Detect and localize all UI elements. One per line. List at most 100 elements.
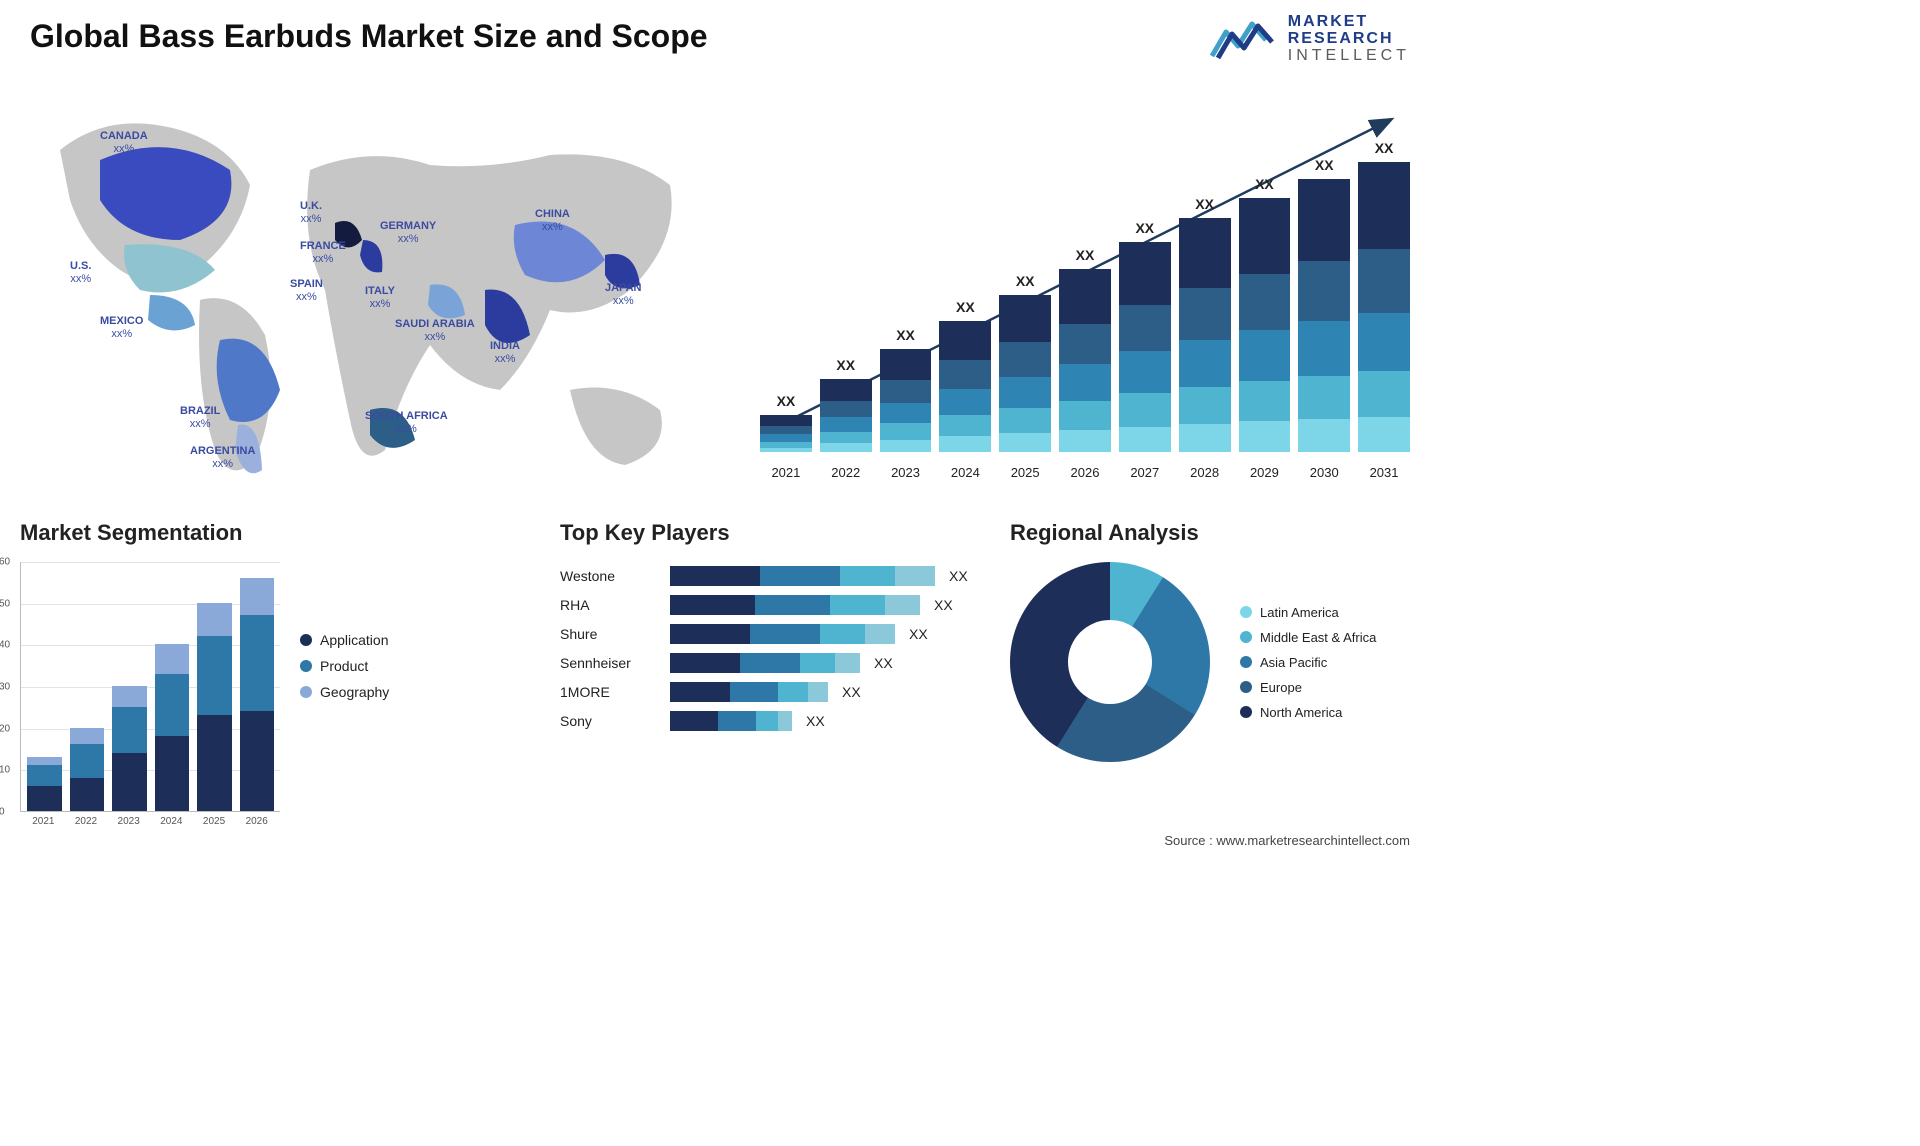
seg-legend-item: Application xyxy=(300,632,389,648)
regional-legend-item: Latin America xyxy=(1240,605,1376,620)
main-bar-2022: XX xyxy=(820,357,872,452)
main-bar-2031: XX xyxy=(1358,140,1410,452)
map-label-spain: SPAINxx% xyxy=(290,278,323,303)
main-xlabel: 2028 xyxy=(1179,465,1231,480)
kp-bar xyxy=(670,595,920,615)
logo-mark-icon xyxy=(1208,16,1278,62)
seg-xlabel: 2023 xyxy=(111,816,146,827)
map-label-u-s-: U.S.xx% xyxy=(70,260,91,285)
bar-top-label: XX xyxy=(1375,140,1394,156)
key-players-chart: Westone XX RHA XX Shure XX SennheiserXX 1MOREXX… xyxy=(560,566,990,731)
main-bar-2021: XX xyxy=(760,393,812,452)
kp-name: Sony xyxy=(560,713,670,729)
kp-bar xyxy=(670,566,935,586)
regional-heading: Regional Analysis xyxy=(1010,520,1410,546)
kp-name: RHA xyxy=(560,597,670,613)
legend-label: North America xyxy=(1260,705,1342,720)
logo-line2: RESEARCH xyxy=(1288,31,1410,48)
legend-dot-icon xyxy=(1240,631,1252,643)
bar-top-label: XX xyxy=(896,327,915,343)
segmentation-chart: 1020304050600 xyxy=(20,562,280,812)
map-label-mexico: MEXICOxx% xyxy=(100,315,143,340)
main-bar-2029: XX xyxy=(1239,176,1291,452)
main-xlabel: 2021 xyxy=(760,465,812,480)
main-xlabel: 2024 xyxy=(939,465,991,480)
seg-bar-2022 xyxy=(70,728,105,811)
kp-value: XX xyxy=(806,713,825,729)
page-title: Global Bass Earbuds Market Size and Scop… xyxy=(30,18,708,55)
bar-top-label: XX xyxy=(1016,273,1035,289)
main-bar-2028: XX xyxy=(1179,196,1231,452)
regional-legend-item: Asia Pacific xyxy=(1240,655,1376,670)
map-label-india: INDIAxx% xyxy=(490,340,520,365)
main-xlabel: 2023 xyxy=(880,465,932,480)
seg-xlabel: 2026 xyxy=(239,816,274,827)
key-players-section: Top Key Players WestoneXXRHAXXShureXXSen… xyxy=(560,520,990,740)
main-xlabel: 2027 xyxy=(1119,465,1171,480)
map-label-japan: JAPANxx% xyxy=(605,282,641,307)
seg-bar-2023 xyxy=(112,686,147,811)
seg-legend-item: Product xyxy=(300,658,389,674)
kp-name: Sennheiser xyxy=(560,655,670,671)
map-label-france: FRANCExx% xyxy=(300,240,346,265)
seg-xlabel: 2022 xyxy=(69,816,104,827)
segmentation-heading: Market Segmentation xyxy=(20,520,460,546)
main-bar-2024: XX xyxy=(939,299,991,452)
kp-bar xyxy=(670,653,860,673)
bar-top-label: XX xyxy=(956,299,975,315)
regional-legend-item: Middle East & Africa xyxy=(1240,630,1376,645)
seg-ylabel: 0 xyxy=(0,807,5,818)
main-xlabel: 2026 xyxy=(1059,465,1111,480)
regional-legend: Latin America Middle East & Africa Asia Pa… xyxy=(1240,595,1376,730)
regional-donut-chart xyxy=(1010,562,1210,762)
map-label-brazil: BRAZILxx% xyxy=(180,405,220,430)
seg-bar-2021 xyxy=(27,757,62,811)
seg-xlabel: 2021 xyxy=(26,816,61,827)
kp-bar xyxy=(670,682,828,702)
regional-section: Regional Analysis Latin America Middle Ea… xyxy=(1010,520,1410,762)
kp-name: Westone xyxy=(560,568,670,584)
world-map: CANADAxx%U.S.xx%MEXICOxx%BRAZILxx%ARGENT… xyxy=(30,90,710,490)
seg-ylabel: 60 xyxy=(0,557,10,568)
map-label-germany: GERMANYxx% xyxy=(380,220,436,245)
seg-xlabel: 2024 xyxy=(154,816,189,827)
map-label-argentina: ARGENTINAxx% xyxy=(190,445,255,470)
seg-ylabel: 10 xyxy=(0,765,10,776)
bar-top-label: XX xyxy=(1255,176,1274,192)
segmentation-section: Market Segmentation 1020304050600 2021 20… xyxy=(20,520,460,827)
kp-value: XX xyxy=(909,626,928,642)
logo-line3: INTELLECT xyxy=(1288,48,1410,65)
kp-row-sony: Sony XX xyxy=(560,711,990,731)
seg-legend-item: Geography xyxy=(300,684,389,700)
kp-row-rha: RHA XX xyxy=(560,595,990,615)
seg-bar-2025 xyxy=(197,603,232,811)
seg-ylabel: 50 xyxy=(0,598,10,609)
bar-top-label: XX xyxy=(1135,220,1154,236)
legend-dot-icon xyxy=(1240,606,1252,618)
kp-row-sennheiser: SennheiserXX xyxy=(560,653,990,673)
main-bar-2027: XX xyxy=(1119,220,1171,452)
brand-logo: MARKET RESEARCH INTELLECT xyxy=(1208,14,1410,64)
logo-line1: MARKET xyxy=(1288,14,1410,31)
seg-ylabel: 40 xyxy=(0,640,10,651)
kp-row-1more: 1MOREXX xyxy=(560,682,990,702)
main-bar-2025: XX xyxy=(999,273,1051,452)
map-label-saudi-arabia: SAUDI ARABIAxx% xyxy=(395,318,475,343)
legend-dot-icon xyxy=(300,660,312,672)
legend-label: Europe xyxy=(1260,680,1302,695)
seg-bar-2026 xyxy=(240,578,275,811)
main-bar-2023: XX xyxy=(880,327,932,452)
map-label-south-africa: SOUTH AFRICAxx% xyxy=(365,410,448,435)
bar-top-label: XX xyxy=(777,393,796,409)
bar-top-label: XX xyxy=(1315,157,1334,173)
kp-value: XX xyxy=(934,597,953,613)
main-bar-2030: XX xyxy=(1298,157,1350,452)
map-label-china: CHINAxx% xyxy=(535,208,570,233)
seg-ylabel: 30 xyxy=(0,682,10,693)
legend-label: Application xyxy=(320,632,389,648)
kp-name: Shure xyxy=(560,626,670,642)
map-label-italy: ITALYxx% xyxy=(365,285,395,310)
bar-top-label: XX xyxy=(836,357,855,373)
seg-bar-2024 xyxy=(155,644,190,811)
kp-bar xyxy=(670,711,792,731)
